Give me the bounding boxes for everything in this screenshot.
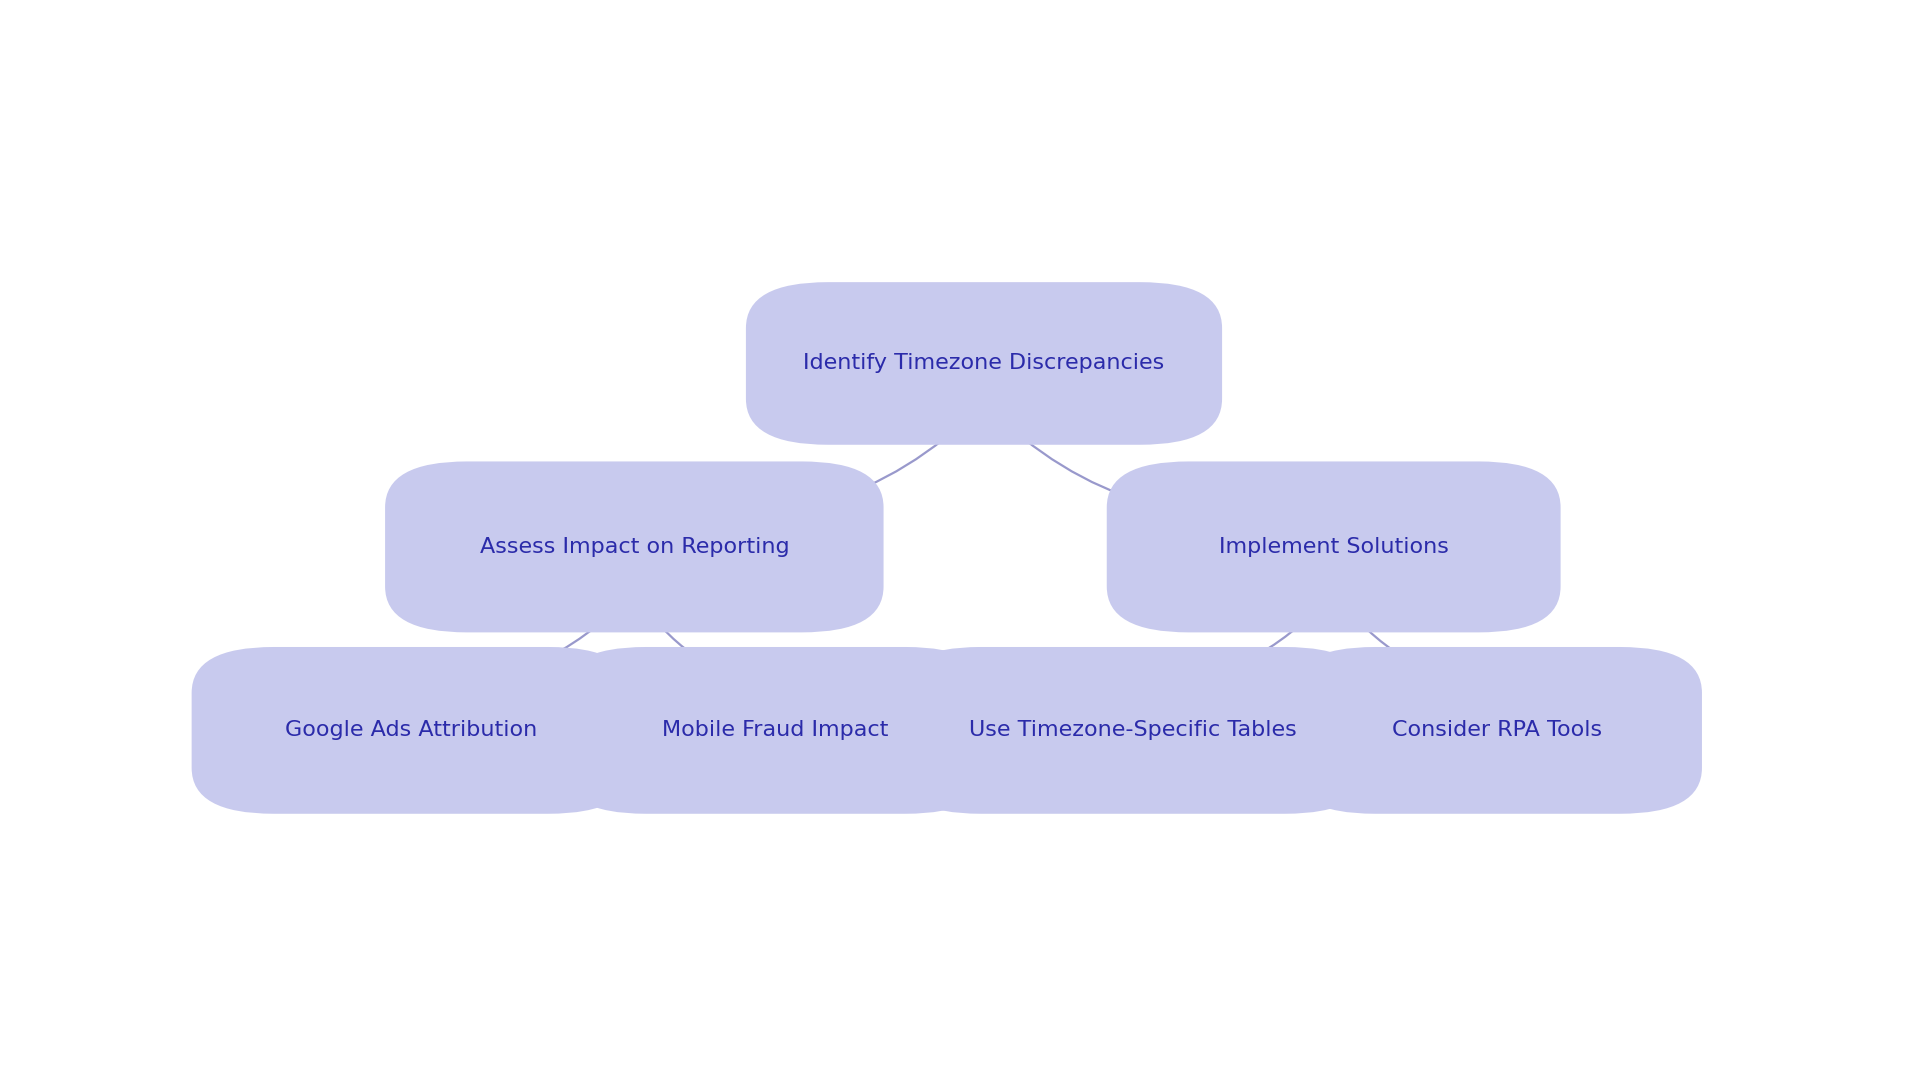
Text: Implement Solutions: Implement Solutions [1219,537,1448,557]
Text: Use Timezone-Specific Tables: Use Timezone-Specific Tables [970,720,1296,741]
FancyBboxPatch shape [192,647,630,813]
FancyBboxPatch shape [745,283,1221,445]
Text: Google Ads Attribution: Google Ads Attribution [284,720,538,741]
Text: Identify Timezone Discrepancies: Identify Timezone Discrepancies [803,353,1165,374]
FancyBboxPatch shape [1292,647,1701,813]
FancyBboxPatch shape [386,461,883,632]
Text: Consider RPA Tools: Consider RPA Tools [1392,720,1603,741]
Text: Assess Impact on Reporting: Assess Impact on Reporting [480,537,789,557]
FancyBboxPatch shape [1106,461,1561,632]
FancyBboxPatch shape [899,647,1367,813]
Text: Mobile Fraud Impact: Mobile Fraud Impact [662,720,889,741]
FancyBboxPatch shape [564,647,987,813]
